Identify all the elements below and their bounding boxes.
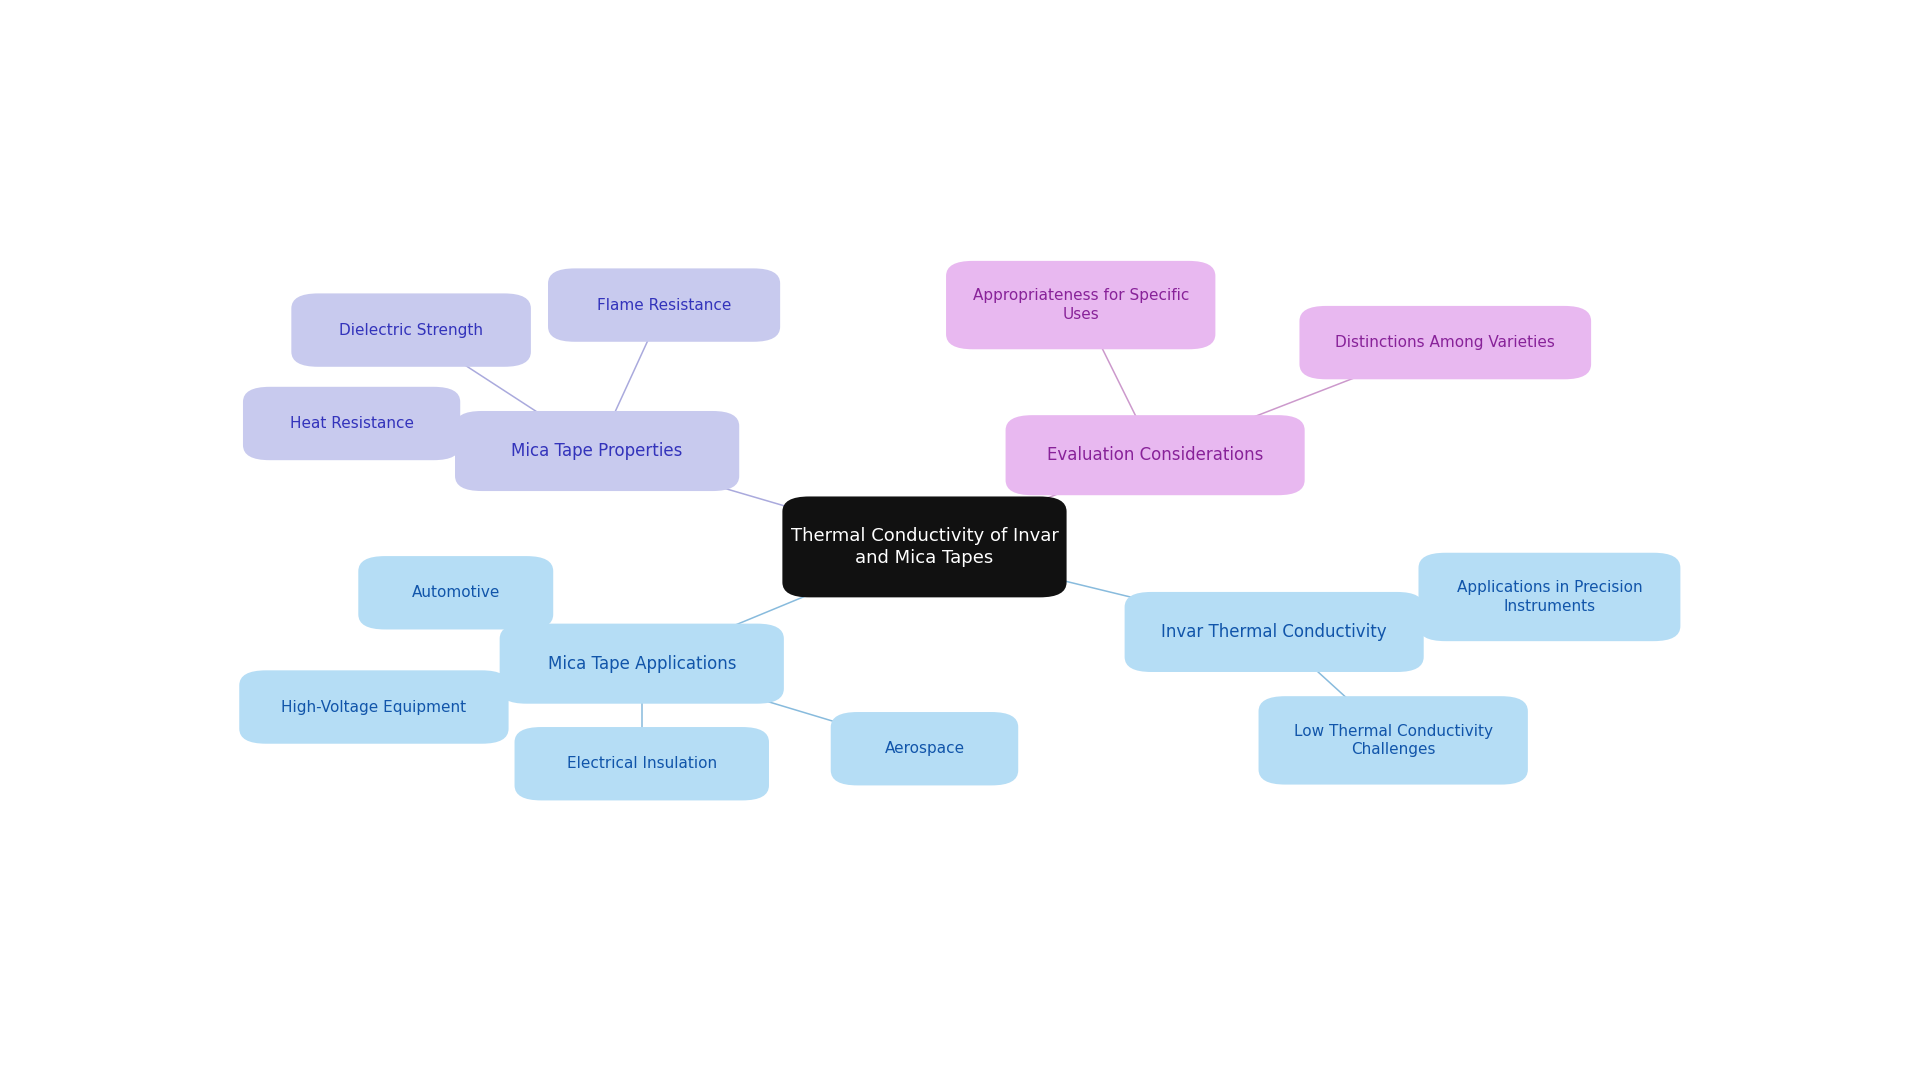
Text: Invar Thermal Conductivity: Invar Thermal Conductivity: [1162, 623, 1386, 641]
FancyBboxPatch shape: [1125, 592, 1425, 671]
FancyBboxPatch shape: [831, 712, 1018, 785]
Text: Applications in Precision
Instruments: Applications in Precision Instruments: [1457, 580, 1642, 614]
FancyBboxPatch shape: [244, 387, 461, 460]
FancyBboxPatch shape: [499, 624, 783, 704]
FancyBboxPatch shape: [547, 269, 780, 342]
Text: Mica Tape Applications: Mica Tape Applications: [547, 654, 735, 673]
Text: Low Thermal Conductivity
Challenges: Low Thermal Conductivity Challenges: [1294, 723, 1492, 757]
Text: Appropriateness for Specific
Uses: Appropriateness for Specific Uses: [973, 288, 1188, 322]
FancyBboxPatch shape: [947, 261, 1215, 350]
Text: Flame Resistance: Flame Resistance: [597, 298, 732, 313]
Text: Automotive: Automotive: [411, 585, 499, 600]
Text: Thermal Conductivity of Invar
and Mica Tapes: Thermal Conductivity of Invar and Mica T…: [791, 526, 1058, 567]
FancyBboxPatch shape: [292, 293, 532, 367]
Text: Heat Resistance: Heat Resistance: [290, 416, 413, 431]
Text: Aerospace: Aerospace: [885, 741, 964, 756]
FancyBboxPatch shape: [455, 410, 739, 491]
Text: Electrical Insulation: Electrical Insulation: [566, 756, 716, 771]
FancyBboxPatch shape: [1258, 696, 1528, 784]
FancyBboxPatch shape: [1300, 305, 1592, 379]
FancyBboxPatch shape: [1419, 552, 1680, 641]
FancyBboxPatch shape: [515, 727, 770, 800]
Text: Dielectric Strength: Dielectric Strength: [340, 323, 484, 338]
FancyBboxPatch shape: [240, 670, 509, 744]
FancyBboxPatch shape: [1006, 415, 1306, 495]
Text: Distinctions Among Varieties: Distinctions Among Varieties: [1334, 335, 1555, 350]
FancyBboxPatch shape: [359, 556, 553, 629]
Text: Evaluation Considerations: Evaluation Considerations: [1046, 446, 1263, 465]
Text: Mica Tape Properties: Mica Tape Properties: [511, 442, 684, 460]
FancyBboxPatch shape: [781, 496, 1068, 598]
Text: High-Voltage Equipment: High-Voltage Equipment: [282, 700, 467, 715]
